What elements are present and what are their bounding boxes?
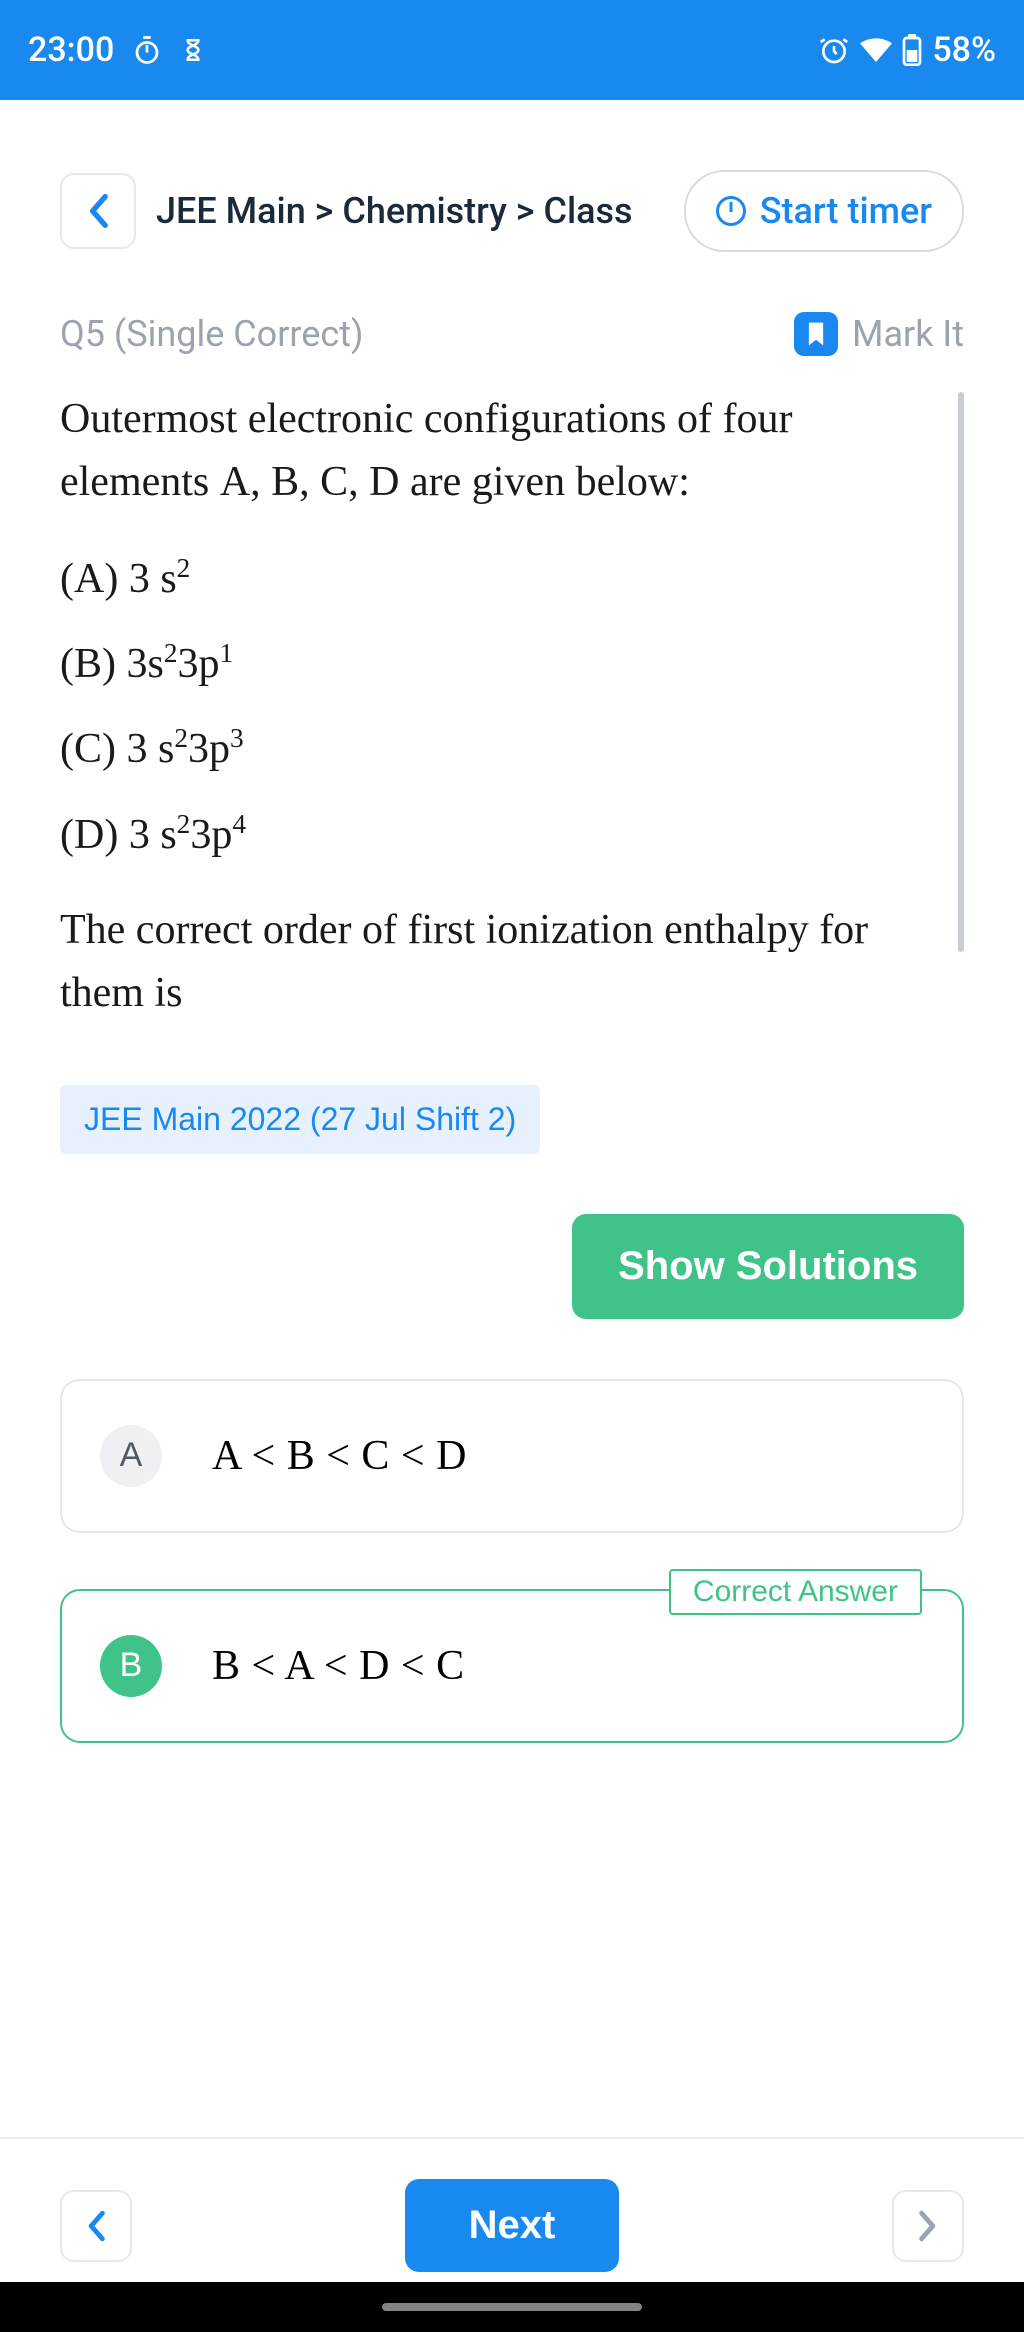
hourglass-icon [180, 35, 206, 65]
config-d: (D) 3 s23p4 [60, 802, 934, 869]
show-solutions-wrap: Show Solutions [60, 1214, 964, 1319]
battery-percent: 58% [932, 30, 996, 70]
wifi-icon [860, 38, 892, 62]
config-c: (C) 3 s23p3 [60, 716, 934, 783]
mark-it-label: Mark It [852, 313, 964, 355]
show-solutions-button[interactable]: Show Solutions [572, 1214, 964, 1319]
option-text: B < A < D < C [212, 1642, 465, 1690]
status-left: 23:00 [28, 30, 206, 70]
nav-handle[interactable] [382, 2303, 642, 2311]
top-row: JEE Main > Chemistry > Class Start timer [60, 170, 964, 252]
exam-tag[interactable]: JEE Main 2022 (27 Jul Shift 2) [60, 1085, 540, 1154]
start-timer-button[interactable]: Start timer [684, 170, 964, 252]
question-meta-row: Q5 (Single Correct) Mark It [60, 312, 964, 356]
prev-button[interactable] [60, 2190, 132, 2262]
start-timer-label: Start timer [760, 190, 932, 232]
alarm-icon [818, 34, 850, 66]
config-b: (B) 3s23p1 [60, 631, 934, 698]
option-text: A < B < C < D [212, 1432, 467, 1480]
mark-it-button[interactable]: Mark It [794, 312, 964, 356]
option-letter: B [100, 1635, 162, 1697]
scrollbar[interactable] [958, 392, 964, 952]
status-right: 58% [818, 30, 996, 70]
battery-icon [902, 34, 922, 66]
breadcrumb[interactable]: JEE Main > Chemistry > Class [156, 190, 664, 232]
forward-button[interactable] [892, 2190, 964, 2262]
bookmark-icon [794, 312, 838, 356]
question-number: Q5 (Single Correct) [60, 313, 364, 355]
clock-icon [716, 196, 746, 226]
config-a: (A) 3 s2 [60, 546, 934, 613]
question-intro: Outermost electronic configurations of f… [60, 388, 934, 514]
option-letter: A [100, 1425, 162, 1487]
question-body: Outermost electronic configurations of f… [60, 388, 964, 1025]
bottom-bar: Next [0, 2137, 1024, 2272]
status-bar: 23:00 58% [0, 0, 1024, 100]
next-button[interactable]: Next [405, 2179, 620, 2272]
status-time: 23:00 [28, 30, 114, 70]
option-b[interactable]: Correct Answer B B < A < D < C [60, 1589, 964, 1743]
option-a[interactable]: A A < B < C < D [60, 1379, 964, 1533]
correct-answer-badge: Correct Answer [669, 1569, 922, 1615]
question-followup: The correct order of first ionization en… [60, 899, 934, 1025]
stopwatch-icon [132, 35, 162, 65]
system-nav-bar [0, 2282, 1024, 2332]
back-button[interactable] [60, 173, 136, 249]
